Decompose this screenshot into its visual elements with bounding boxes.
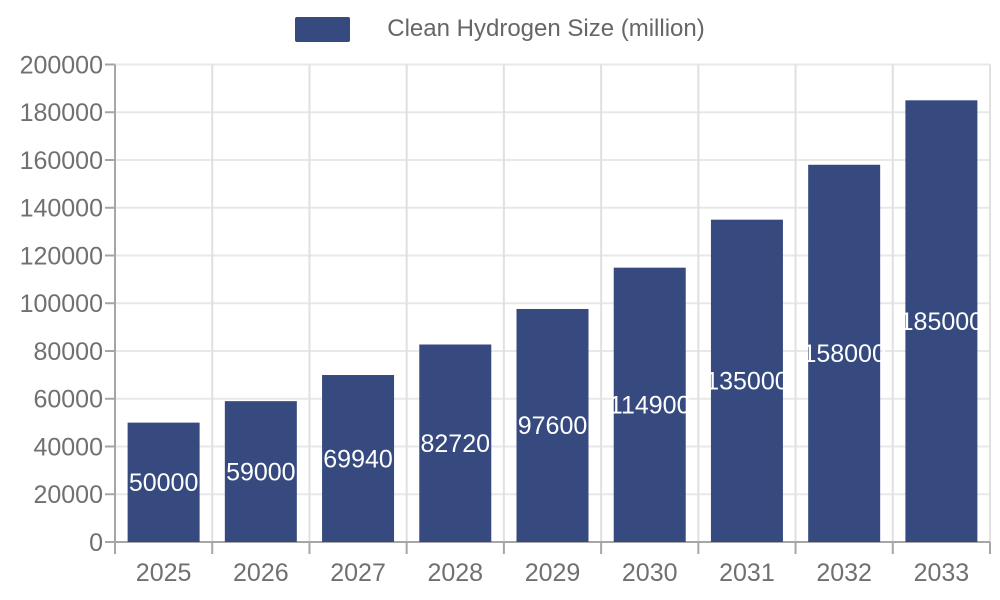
y-axis-label: 60000 (33, 386, 103, 414)
y-axis-label: 20000 (33, 481, 103, 509)
y-axis-label: 140000 (20, 195, 103, 223)
y-axis-label: 120000 (20, 242, 103, 270)
x-axis-label: 2031 (719, 559, 775, 587)
bar[interactable] (710, 219, 783, 542)
x-axis-label: 2027 (330, 559, 386, 587)
bar[interactable] (419, 344, 492, 542)
bar[interactable] (613, 267, 686, 542)
y-axis-label: 0 (89, 529, 103, 557)
x-axis-label: 2026 (233, 559, 289, 587)
bar-value-label: 185000 (900, 308, 983, 336)
bar-value-label: 59000 (226, 458, 296, 486)
legend-item-clean-hydrogen-size[interactable]: Clean Hydrogen Size (million) (295, 15, 705, 42)
y-axis-label: 160000 (20, 147, 103, 175)
y-axis-label: 40000 (33, 433, 103, 461)
y-axis-label: 180000 (20, 99, 103, 127)
bar-value-label: 82720 (421, 430, 491, 458)
x-axis-label: 2033 (914, 559, 970, 587)
bar[interactable] (127, 422, 200, 542)
y-axis-label: 200000 (20, 51, 103, 79)
x-axis-label: 2032 (816, 559, 872, 587)
bar[interactable] (224, 401, 297, 542)
x-axis-label: 2028 (427, 559, 483, 587)
bar-value-label: 97600 (518, 412, 588, 440)
x-axis-label: 2029 (525, 559, 581, 587)
bar[interactable] (516, 308, 589, 542)
x-axis-label: 2030 (622, 559, 678, 587)
bar-value-label: 158000 (802, 340, 885, 368)
bar[interactable] (808, 164, 881, 542)
y-axis-label: 100000 (20, 290, 103, 318)
bar[interactable] (322, 375, 395, 542)
legend-label: Clean Hydrogen Size (million) (387, 15, 705, 42)
bar-value-label: 114900 (609, 392, 691, 420)
bar-value-label: 69940 (323, 445, 393, 473)
bar-value-label: 135000 (705, 368, 788, 396)
x-axis-label: 2025 (136, 559, 192, 587)
bar-value-label: 50000 (129, 469, 199, 497)
legend-swatch (295, 16, 351, 42)
y-axis-label: 80000 (33, 338, 103, 366)
chart-legend: Clean Hydrogen Size (million) (0, 15, 1000, 42)
bar[interactable] (905, 100, 978, 542)
